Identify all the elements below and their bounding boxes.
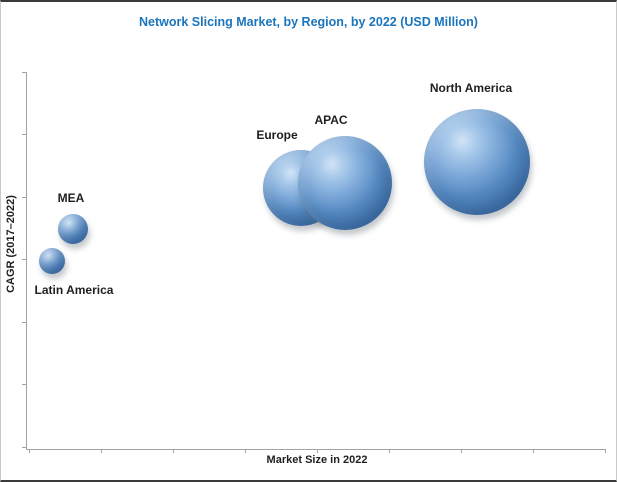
y-axis-tick	[22, 447, 26, 448]
label-latin-america: Latin America	[34, 283, 114, 297]
y-axis-line	[26, 72, 27, 449]
x-axis-tick	[389, 449, 390, 453]
x-axis-tick	[317, 449, 318, 453]
x-axis-tick	[533, 449, 534, 453]
chart-title: Network Slicing Market, by Region, by 20…	[139, 15, 478, 29]
x-axis-tick	[173, 449, 174, 453]
y-axis-tick	[22, 384, 26, 385]
x-axis-label: Market Size in 2022	[266, 454, 368, 466]
x-axis-tick	[461, 449, 462, 453]
y-axis-tick	[22, 322, 26, 323]
x-axis-tick	[101, 449, 102, 453]
y-axis-tick	[22, 259, 26, 260]
label-apac: APAC	[314, 113, 348, 127]
x-axis-tick	[605, 449, 606, 453]
label-north-america: North America	[429, 81, 513, 95]
y-axis-tick	[22, 72, 26, 73]
bubble-north-america	[424, 109, 530, 215]
label-mea: MEA	[57, 191, 85, 205]
x-axis-tick	[29, 449, 30, 453]
y-axis-tick	[22, 134, 26, 135]
x-axis-tick	[245, 449, 246, 453]
y-axis-tick	[22, 197, 26, 198]
label-europe: Europe	[256, 128, 298, 142]
bubble-apac	[298, 136, 392, 230]
bubble-mea	[58, 214, 88, 244]
x-axis-line	[26, 449, 606, 450]
bubble-latin-america	[39, 248, 65, 274]
